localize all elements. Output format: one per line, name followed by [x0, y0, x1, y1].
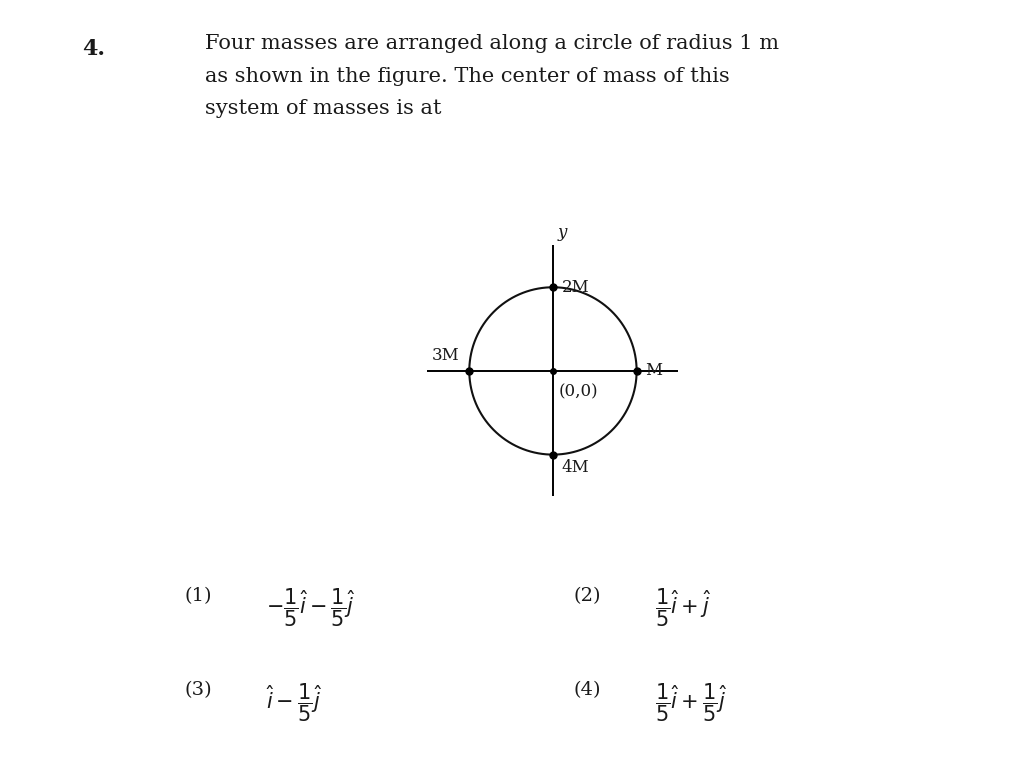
Text: $\hat{i}-\dfrac{1}{5}\hat{j}$: $\hat{i}-\dfrac{1}{5}\hat{j}$ [266, 681, 323, 724]
Text: 2M: 2M [561, 279, 589, 296]
Text: (1): (1) [184, 587, 212, 605]
Text: $-\dfrac{1}{5}\hat{i}-\dfrac{1}{5}\hat{j}$: $-\dfrac{1}{5}\hat{i}-\dfrac{1}{5}\hat{j… [266, 587, 356, 629]
Text: 3M: 3M [431, 347, 459, 364]
Text: M: M [645, 363, 663, 379]
Text: y: y [557, 224, 566, 241]
Text: 4M: 4M [561, 459, 589, 476]
Text: (4): (4) [573, 681, 601, 699]
Text: (0,0): (0,0) [559, 384, 598, 400]
Text: Four masses are arranged along a circle of radius 1 m: Four masses are arranged along a circle … [205, 34, 779, 53]
Text: $\dfrac{1}{5}\hat{i}+\dfrac{1}{5}\hat{j}$: $\dfrac{1}{5}\hat{i}+\dfrac{1}{5}\hat{j}… [655, 681, 727, 724]
Text: as shown in the figure. The center of mass of this: as shown in the figure. The center of ma… [205, 67, 729, 86]
Text: (3): (3) [184, 681, 212, 699]
Text: (2): (2) [573, 587, 601, 605]
Text: system of masses is at: system of masses is at [205, 99, 441, 118]
Text: 4.: 4. [82, 38, 104, 60]
Text: $\dfrac{1}{5}\hat{i}+\hat{j}$: $\dfrac{1}{5}\hat{i}+\hat{j}$ [655, 587, 712, 629]
